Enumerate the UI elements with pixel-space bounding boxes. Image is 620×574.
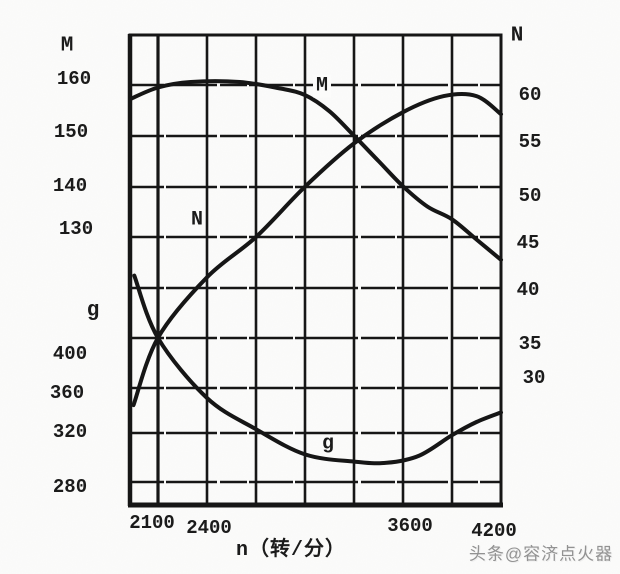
torque-axis-tick: 140 [52, 175, 88, 197]
torque-curve-label: M [312, 74, 332, 98]
curve-g [132, 273, 503, 466]
watermark-text: 头条@容济点火器 [468, 544, 614, 564]
x-axis-tick: 2100 [129, 512, 175, 534]
power-axis-tick: 50 [518, 185, 542, 207]
torque-axis-title: M [60, 34, 74, 58]
x-axis-title: n（转/分） [235, 539, 347, 562]
fuel-axis-tick: 400 [52, 343, 88, 365]
x-axis-tick: 3600 [387, 515, 433, 537]
fuel-axis-tick: 280 [52, 476, 88, 498]
fuel-axis-title: g [86, 299, 100, 323]
fuel-axis-tick: 320 [52, 421, 88, 443]
fuel-axis-tick: 360 [49, 382, 85, 404]
torque-axis-tick: 130 [58, 218, 94, 240]
fuel-curve-label: g [321, 432, 335, 456]
power-axis-tick: 45 [516, 232, 540, 254]
power-axis-tick: 35 [518, 333, 542, 355]
torque-axis-tick: 150 [53, 121, 89, 143]
torque-axis-tick: 160 [56, 68, 92, 90]
x-axis-tick: 2400 [186, 517, 232, 539]
power-curve-label: N [190, 208, 204, 232]
x-axis-tick: 4200 [471, 520, 517, 542]
power-axis-tick: 40 [516, 279, 540, 301]
power-axis-tick: 30 [522, 367, 546, 389]
power-axis-tick: 60 [518, 84, 542, 106]
curve-N [131, 91, 503, 408]
power-axis-tick: 55 [518, 131, 542, 153]
power-axis-title: N [510, 24, 524, 48]
curve-M [129, 79, 503, 262]
